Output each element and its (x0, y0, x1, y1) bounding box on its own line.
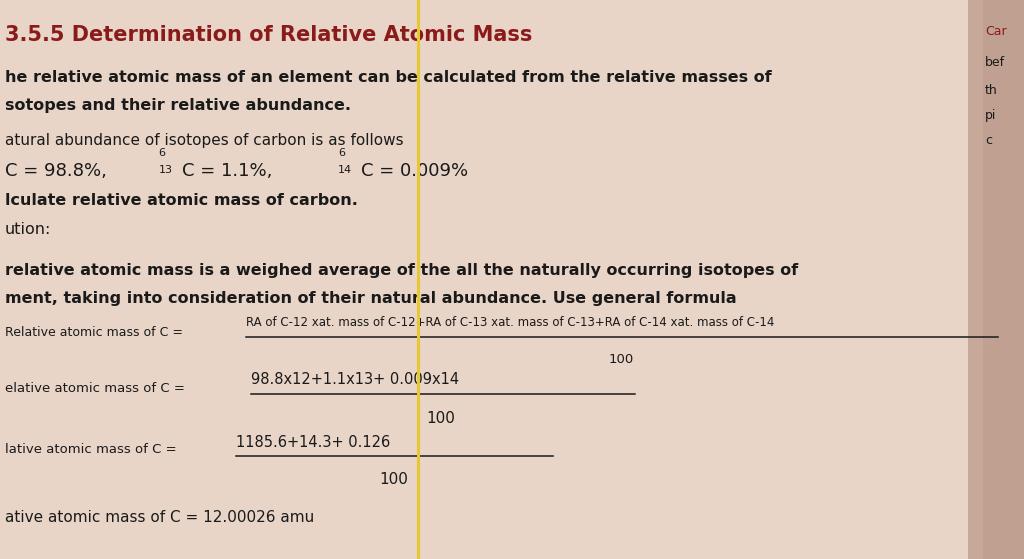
Text: C = 98.8%,: C = 98.8%, (5, 162, 106, 180)
Text: th: th (985, 84, 997, 97)
Text: 13: 13 (159, 165, 173, 175)
Text: lative atomic mass of C =: lative atomic mass of C = (5, 443, 177, 457)
Text: 100: 100 (380, 472, 409, 487)
Text: he relative atomic mass of an element can be calculated from the relative masses: he relative atomic mass of an element ca… (5, 70, 772, 85)
Text: C = 1.1%,: C = 1.1%, (182, 162, 272, 180)
Text: 98.8x12+1.1x13+ 0.009x14: 98.8x12+1.1x13+ 0.009x14 (251, 372, 459, 387)
Text: sotopes and their relative abundance.: sotopes and their relative abundance. (5, 98, 351, 113)
Text: 14: 14 (338, 165, 352, 175)
Text: 3.5.5 Determination of Relative Atomic Mass: 3.5.5 Determination of Relative Atomic M… (5, 25, 532, 45)
Text: elative atomic mass of C =: elative atomic mass of C = (5, 382, 185, 395)
Bar (983, 0, 1024, 559)
Text: ment, taking into consideration of their natural abundance. Use general formula: ment, taking into consideration of their… (5, 291, 736, 306)
Text: ative atomic mass of C = 12.00026 amu: ative atomic mass of C = 12.00026 amu (5, 510, 314, 525)
Text: 6: 6 (159, 148, 166, 158)
Text: C = 0.009%: C = 0.009% (361, 162, 469, 180)
Bar (968, 0, 1024, 559)
Text: c: c (985, 134, 992, 147)
Text: atural abundance of isotopes of carbon is as follows: atural abundance of isotopes of carbon i… (5, 133, 403, 148)
Text: Car: Car (985, 25, 1007, 38)
Text: ution:: ution: (5, 222, 51, 237)
Text: 100: 100 (426, 411, 455, 426)
Text: relative atomic mass is a weighed average of the all the naturally occurring iso: relative atomic mass is a weighed averag… (5, 263, 799, 278)
Text: 1185.6+14.3+ 0.126: 1185.6+14.3+ 0.126 (236, 435, 390, 450)
Text: lculate relative atomic mass of carbon.: lculate relative atomic mass of carbon. (5, 193, 358, 208)
Text: 6: 6 (338, 148, 345, 158)
Text: RA of C-12 xat. mass of C-12+RA of C-13 xat. mass of C-13+RA of C-14 xat. mass o: RA of C-12 xat. mass of C-12+RA of C-13 … (246, 316, 774, 329)
Text: Relative atomic mass of C =: Relative atomic mass of C = (5, 326, 183, 339)
Text: bef: bef (985, 56, 1006, 69)
Text: pi: pi (985, 109, 996, 122)
Text: 100: 100 (609, 353, 634, 366)
